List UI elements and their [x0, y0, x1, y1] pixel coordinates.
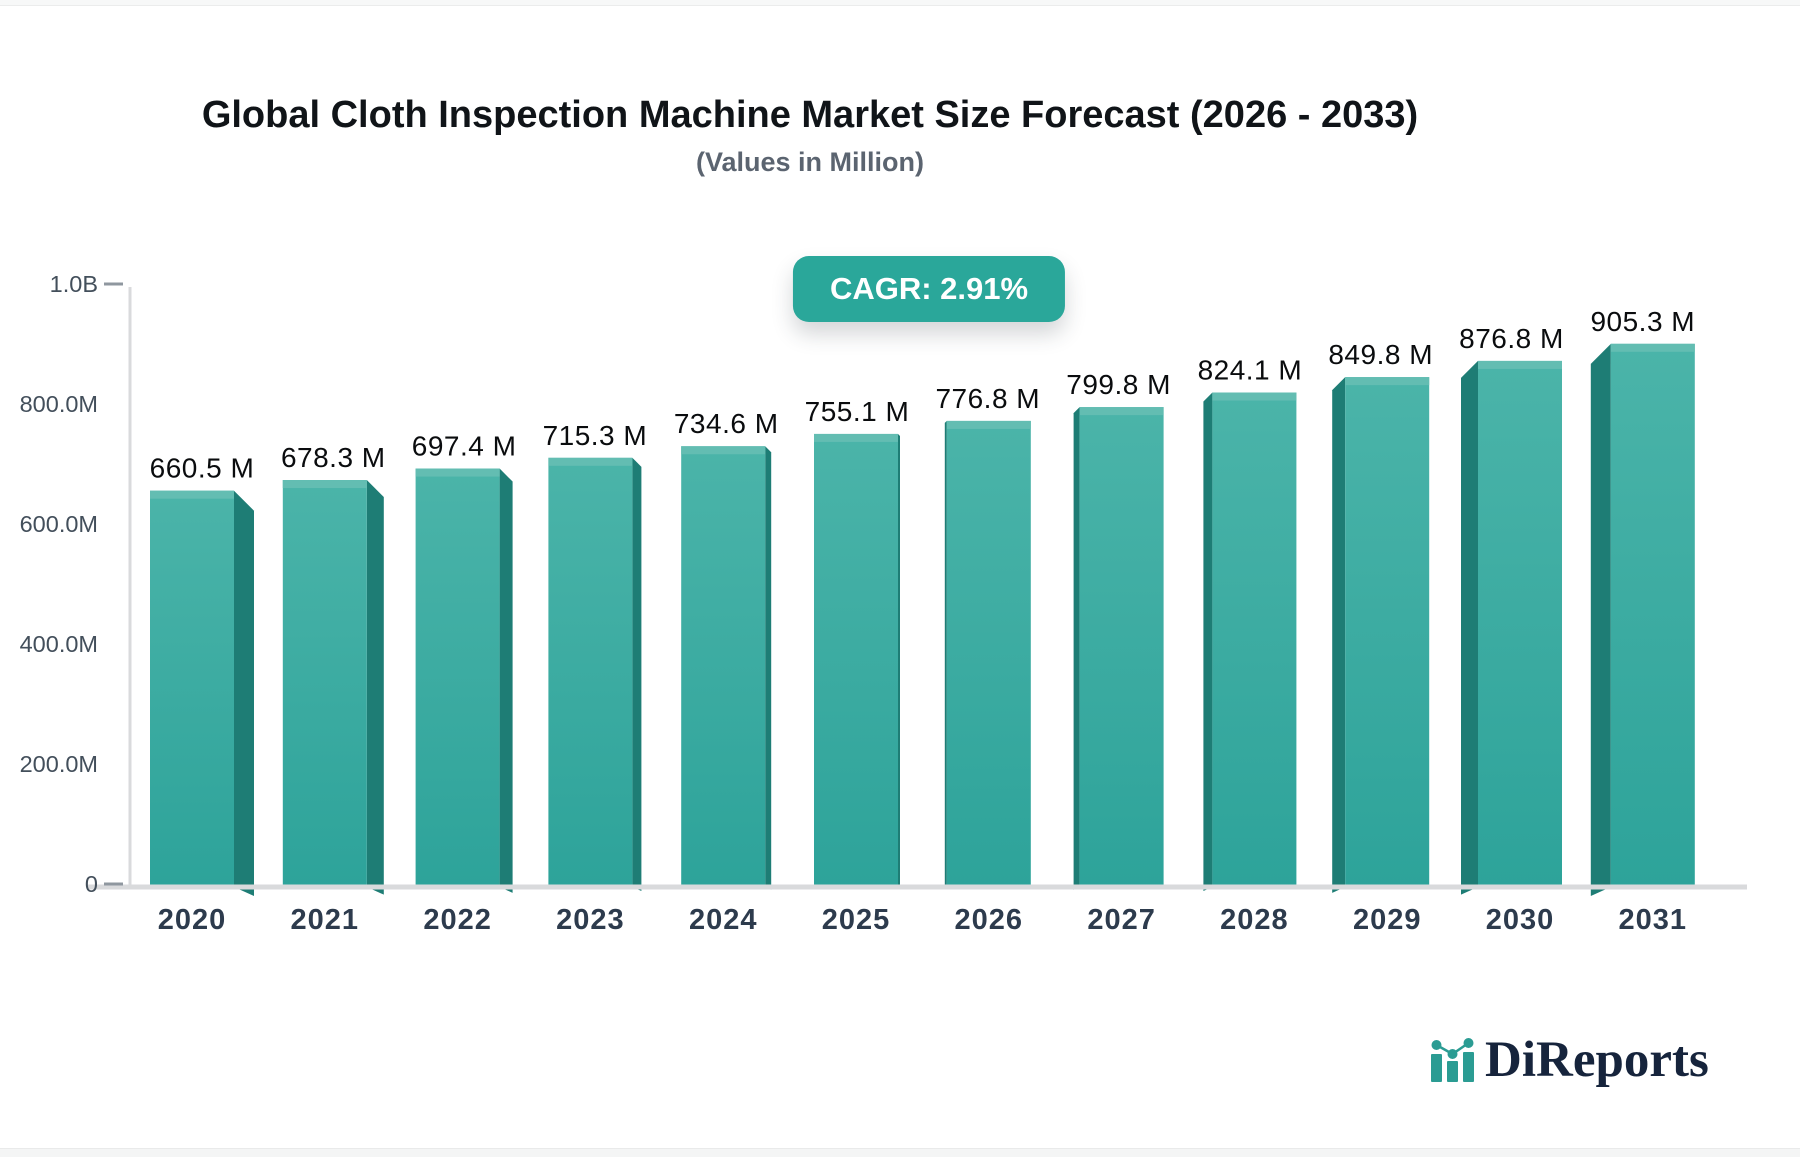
- bar-2026-front: [946, 420, 1031, 887]
- bar-2026-top: [946, 420, 1031, 429]
- bar-2029-side: [1332, 377, 1346, 893]
- top-frame-strip: [0, 0, 1800, 6]
- y-axis-label-0: 0: [85, 871, 98, 897]
- bar-value-label-2029: 849.8 M: [1328, 339, 1433, 370]
- x-axis-label-2029: 2029: [1353, 904, 1422, 936]
- bar-2022-top: [415, 468, 500, 477]
- bar-2021-front: [282, 480, 367, 887]
- x-axis-line: [88, 884, 1747, 890]
- bar-2026-side: [944, 420, 947, 888]
- bar-2029-front: [1345, 377, 1430, 887]
- bar-2025-side: [898, 433, 900, 888]
- bar-2024-side: [765, 446, 772, 890]
- x-axis-label-2026: 2026: [955, 904, 1024, 936]
- bar-value-label-2027: 799.8 M: [1066, 369, 1171, 400]
- bar-2027-top: [1079, 407, 1164, 416]
- x-axis-label-2020: 2020: [158, 904, 227, 936]
- bar-value-label-2028: 824.1 M: [1198, 355, 1303, 386]
- x-axis-label-2027: 2027: [1087, 904, 1156, 936]
- bar-value-label-2025: 755.1 M: [805, 396, 910, 427]
- bar-2021-side: [366, 480, 384, 895]
- bar-2027-side: [1073, 407, 1080, 890]
- x-axis-label-2023: 2023: [556, 904, 625, 936]
- bar-value-label-2023: 715.3 M: [543, 420, 648, 451]
- x-axis-label-2030: 2030: [1486, 904, 1555, 936]
- bar-2025-front: [814, 433, 898, 887]
- direports-logo: DiReports: [1428, 1032, 1709, 1088]
- y-axis-label-800.0M: 800.0M: [20, 391, 98, 417]
- bar-value-label-2030: 876.8 M: [1459, 323, 1564, 354]
- bar-2023-front: [548, 457, 633, 887]
- bar-2030-front: [1478, 360, 1562, 887]
- bar-value-label-2021: 678.3 M: [281, 442, 386, 473]
- x-axis-label-2025: 2025: [822, 904, 891, 936]
- bar-2025-top: [814, 433, 898, 442]
- chart-subtitle: (Values in Million): [695, 147, 925, 177]
- bar-2027-front: [1079, 407, 1164, 887]
- bar-value-label-2026: 776.8 M: [935, 383, 1040, 414]
- bottom-frame-strip: [0, 1148, 1800, 1157]
- bar-2023-top: [548, 457, 633, 466]
- bar-2030-top: [1478, 360, 1562, 369]
- bar-2020-side: [234, 490, 254, 896]
- bar-2031-top: [1610, 343, 1695, 352]
- x-axis-label-2028: 2028: [1220, 904, 1289, 936]
- x-axis-label-2024: 2024: [689, 904, 758, 936]
- bar-value-label-2020: 660.5 M: [150, 453, 255, 484]
- bar-2022-side: [499, 468, 513, 893]
- bar-2022-front: [415, 468, 500, 887]
- bar-2024-front: [681, 446, 766, 887]
- x-axis-label-2031: 2031: [1619, 904, 1688, 936]
- y-axis-label-600.0M: 600.0M: [20, 511, 98, 537]
- bar-2030-side: [1461, 360, 1478, 895]
- cagr-badge: CAGR: 2.91%: [792, 256, 1066, 322]
- y-axis-label-200.0M: 200.0M: [20, 751, 98, 777]
- bar-value-label-2022: 697.4 M: [412, 431, 517, 462]
- bar-2021-top: [282, 480, 367, 489]
- bar-2031-side: [1590, 343, 1611, 896]
- bar-2031-front: [1610, 343, 1695, 887]
- bar-2023-side: [632, 457, 642, 892]
- x-axis-label-2022: 2022: [423, 904, 492, 936]
- bar-value-label-2024: 734.6 M: [674, 408, 779, 439]
- y-axis-label-400.0M: 400.0M: [20, 631, 98, 657]
- y-axis-label-1.0B: 1.0B: [50, 271, 98, 297]
- bar-2020-front: [150, 490, 234, 887]
- bar-2024-top: [681, 446, 766, 455]
- chart-title: Global Cloth Inspection Machine Market S…: [201, 94, 1419, 136]
- bar-2020-top: [150, 490, 234, 499]
- bar-2028-top: [1212, 392, 1297, 401]
- bar-value-label-2031: 905.3 M: [1590, 306, 1695, 337]
- x-axis-label-2021: 2021: [291, 904, 360, 936]
- bar-2028-front: [1212, 392, 1297, 887]
- direports-logo-icon: [1431, 1038, 1474, 1082]
- bar-2028-side: [1203, 392, 1213, 892]
- bar-2029-top: [1345, 377, 1430, 386]
- direports-logo-text: DiReports: [1485, 1032, 1709, 1088]
